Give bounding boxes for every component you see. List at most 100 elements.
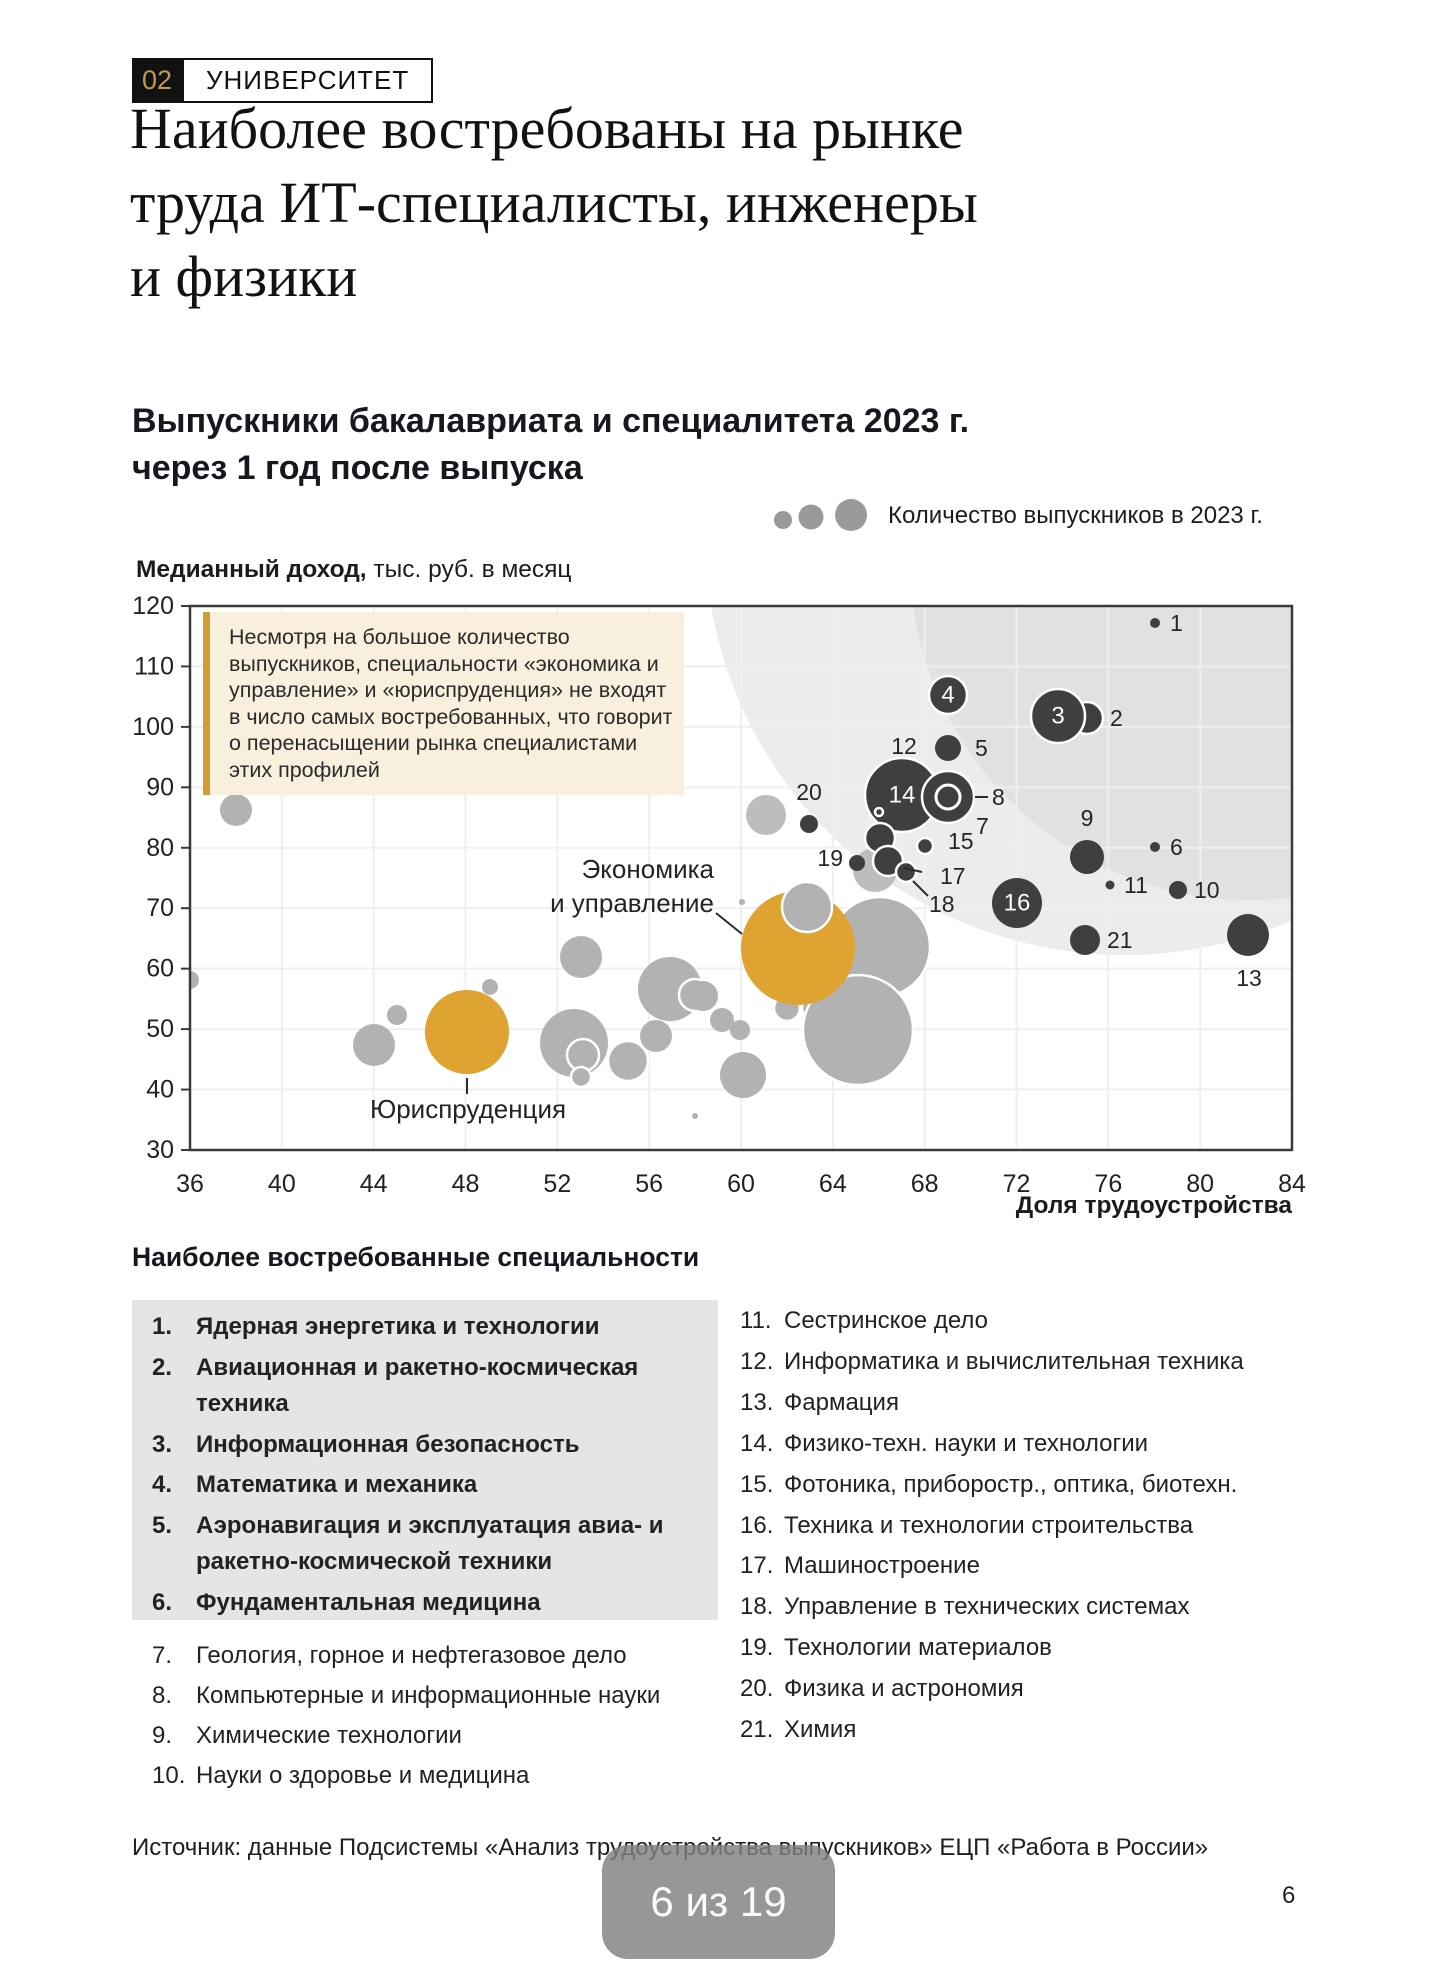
list-item-number: 6. bbox=[152, 1588, 173, 1616]
list-item-text: Химические технологии bbox=[196, 1722, 462, 1749]
x-tick-label: 52 bbox=[543, 1170, 571, 1198]
bubble-label-17: 17 bbox=[940, 863, 966, 889]
list-item-text: Математика и механика bbox=[196, 1471, 478, 1498]
x-axis-title: Доля трудоустройства bbox=[1016, 1192, 1293, 1219]
background-circle bbox=[913, 606, 1292, 900]
list-item: 11. Сестринское дело bbox=[740, 1301, 1360, 1342]
bubble-gray bbox=[387, 1005, 407, 1025]
bubble-5 bbox=[935, 735, 961, 761]
list-item-number: 1. bbox=[152, 1313, 173, 1340]
chart-subtitle-line1: Выпускники бакалавриата и специалитета 2… bbox=[132, 402, 970, 440]
bubble-9 bbox=[1070, 840, 1104, 874]
list-item: 6. Фундаментальная медицина bbox=[152, 1585, 712, 1622]
list-item-text: Фармация bbox=[784, 1388, 899, 1416]
list-item-number: 17. bbox=[740, 1552, 774, 1580]
list-item-text: Компьютерные и информационные науки bbox=[196, 1682, 661, 1709]
list-item-number: 15. bbox=[740, 1470, 774, 1498]
bubble-gray bbox=[606, 1039, 650, 1083]
list-item-text: Химия bbox=[784, 1716, 857, 1744]
top-specialties-box bbox=[132, 1300, 718, 1620]
bubble-gray bbox=[569, 1065, 593, 1089]
bubble-gray bbox=[688, 981, 718, 1011]
plot-frame bbox=[188, 604, 1294, 1152]
pointer-line bbox=[715, 912, 743, 935]
bubble-gray bbox=[730, 1020, 750, 1040]
bubble-label-5: 5 bbox=[975, 735, 988, 761]
page-title-line3: и физики bbox=[130, 244, 358, 309]
x-tick-label: 68 bbox=[911, 1170, 939, 1198]
bubble-inner-label: 3 bbox=[1051, 703, 1064, 730]
y-tick-label: 120 bbox=[132, 592, 174, 620]
list-column-right: 11. Сестринское дело 12. Информатика и вычи… bbox=[740, 1301, 1360, 1751]
list-item: 15. Фотоника, приборостр., оптика, биотех… bbox=[740, 1465, 1360, 1506]
section-label-badge: УНИВЕРСИТЕТ bbox=[182, 58, 434, 103]
bubble-label-12: 12 bbox=[891, 733, 917, 759]
list-item-text: Фундаментальная медицина bbox=[196, 1588, 541, 1616]
bubble-label-7: 7 bbox=[976, 813, 989, 839]
list-item: 9. Химические технологии bbox=[152, 1718, 732, 1755]
pointer-line bbox=[912, 880, 929, 897]
list-item-text: Машиностроение bbox=[784, 1552, 980, 1580]
list-item-text: Информатика и вычислительная техника bbox=[784, 1347, 1244, 1375]
list-item-text: Фотоника, приборостр., оптика, биотехн. bbox=[784, 1470, 1238, 1498]
list-item-number: 3. bbox=[152, 1430, 173, 1458]
list-item-number: 19. bbox=[740, 1634, 774, 1662]
list-item: 10. Науки о здоровье и медицина bbox=[152, 1758, 732, 1795]
bubble-gray bbox=[560, 936, 602, 978]
list-column-left-bottom: 7. Геология, горное и нефтегазовое дело 8.… bbox=[152, 1638, 732, 1798]
list-item: 16. Техника и технологии строительства bbox=[740, 1506, 1360, 1547]
bubble-size-legend: Количество выпускников в 2023 г. bbox=[758, 494, 1318, 540]
bubble-gray bbox=[353, 1024, 395, 1066]
bubble-label-15: 15 bbox=[948, 828, 974, 854]
list-item: 2. Авиационная и ракетно-космическая техн… bbox=[152, 1350, 712, 1423]
list-item: 1. Ядерная энергетика и технологии bbox=[152, 1309, 712, 1346]
bubble-label-8: 8 bbox=[992, 784, 1005, 810]
y-axis-title-bold: Медианный доход, bbox=[136, 556, 367, 583]
bubble-label-9: 9 bbox=[1081, 805, 1094, 831]
list-item-text: Геология, горное и нефтегазовое дело bbox=[196, 1642, 627, 1669]
page-title: Наиболее востребованы на рынке труда ИТ-… bbox=[130, 92, 1230, 314]
bubble-3 bbox=[1029, 687, 1087, 745]
bubble-1 bbox=[1150, 618, 1160, 628]
bubble-gray bbox=[220, 794, 252, 826]
list-item: 19. Технологии материалов bbox=[740, 1628, 1360, 1669]
bubble-gray bbox=[482, 979, 498, 995]
x-tick-label: 60 bbox=[727, 1170, 755, 1198]
y-tick-label: 50 bbox=[146, 1015, 174, 1043]
list-item: 8. Компьютерные и информационные науки bbox=[152, 1678, 732, 1715]
list-item-text: Техника и технологии строительства bbox=[784, 1511, 1194, 1539]
bubble-label-18: 18 bbox=[929, 891, 955, 917]
y-tick-label: 40 bbox=[146, 1076, 174, 1104]
x-tick-label: 40 bbox=[268, 1170, 296, 1198]
x-tick-label: 56 bbox=[635, 1170, 663, 1198]
chart-subtitle-line2: через 1 год после выпуска bbox=[132, 449, 583, 487]
list-item-number: 20. bbox=[740, 1675, 774, 1703]
list-item-text: Аэронавигация и эксплуатация авиа- и рак… bbox=[196, 1511, 664, 1576]
page-number: 6 bbox=[1282, 1882, 1296, 1909]
bubble-6 bbox=[1150, 842, 1160, 852]
list-item-text: Ядерная энергетика и технологии bbox=[196, 1313, 600, 1340]
bubble-11 bbox=[1105, 880, 1115, 890]
list-item-text: Физико-техн. науки и технологии bbox=[784, 1429, 1149, 1457]
list-item-text: Управление в технических системах bbox=[784, 1593, 1190, 1621]
list-item: 18. Управление в технических системах bbox=[740, 1587, 1360, 1628]
bubble-gray bbox=[720, 1052, 766, 1098]
y-axis-title: Медианный доход, тыс. руб. в месяц bbox=[136, 556, 571, 584]
bubble-label-2: 2 bbox=[1110, 705, 1123, 731]
bubble-gray bbox=[801, 973, 915, 1087]
legend-label: Количество выпускников в 2023 г. bbox=[888, 502, 1263, 529]
x-tick-label: 84 bbox=[1278, 1170, 1306, 1198]
bubble-gray bbox=[739, 899, 745, 905]
tiny-ring bbox=[873, 806, 885, 818]
list-item-text: Информационная безопасность bbox=[196, 1430, 580, 1458]
list-item-number: 2. bbox=[152, 1353, 173, 1381]
bubble-label-19: 19 bbox=[817, 845, 843, 871]
page-indicator-overlay: 6 из 19 bbox=[602, 1845, 835, 1959]
bubble-10 bbox=[1169, 881, 1187, 899]
economics-bubble-label-line1: Экономика bbox=[581, 854, 714, 884]
bubble-16 bbox=[992, 878, 1042, 928]
x-tick-label: 80 bbox=[1186, 1170, 1214, 1198]
x-tick-label: 36 bbox=[176, 1170, 204, 1198]
bubble-ring bbox=[934, 783, 962, 811]
y-tick-label: 30 bbox=[146, 1136, 174, 1164]
